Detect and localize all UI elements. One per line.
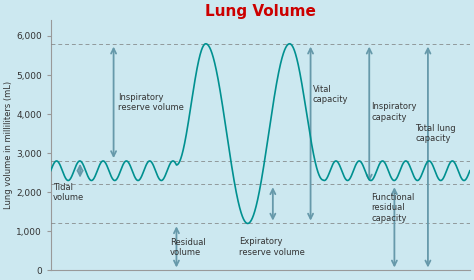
Text: Tidal
volume: Tidal volume <box>53 183 84 202</box>
Text: Inspiratory
capacity: Inspiratory capacity <box>371 102 417 122</box>
Text: Residual
volume: Residual volume <box>170 238 206 257</box>
Text: Inspiratory
reserve volume: Inspiratory reserve volume <box>118 93 183 112</box>
Text: Functional
residual
capacity: Functional residual capacity <box>371 193 415 223</box>
Y-axis label: Lung volume in milliliters (mL): Lung volume in milliliters (mL) <box>4 81 13 209</box>
Text: Vital
capacity: Vital capacity <box>313 85 348 104</box>
Text: Total lung
capacity: Total lung capacity <box>415 124 456 143</box>
Text: Expiratory
reserve volume: Expiratory reserve volume <box>239 237 305 256</box>
Title: Lung Volume: Lung Volume <box>205 4 316 19</box>
